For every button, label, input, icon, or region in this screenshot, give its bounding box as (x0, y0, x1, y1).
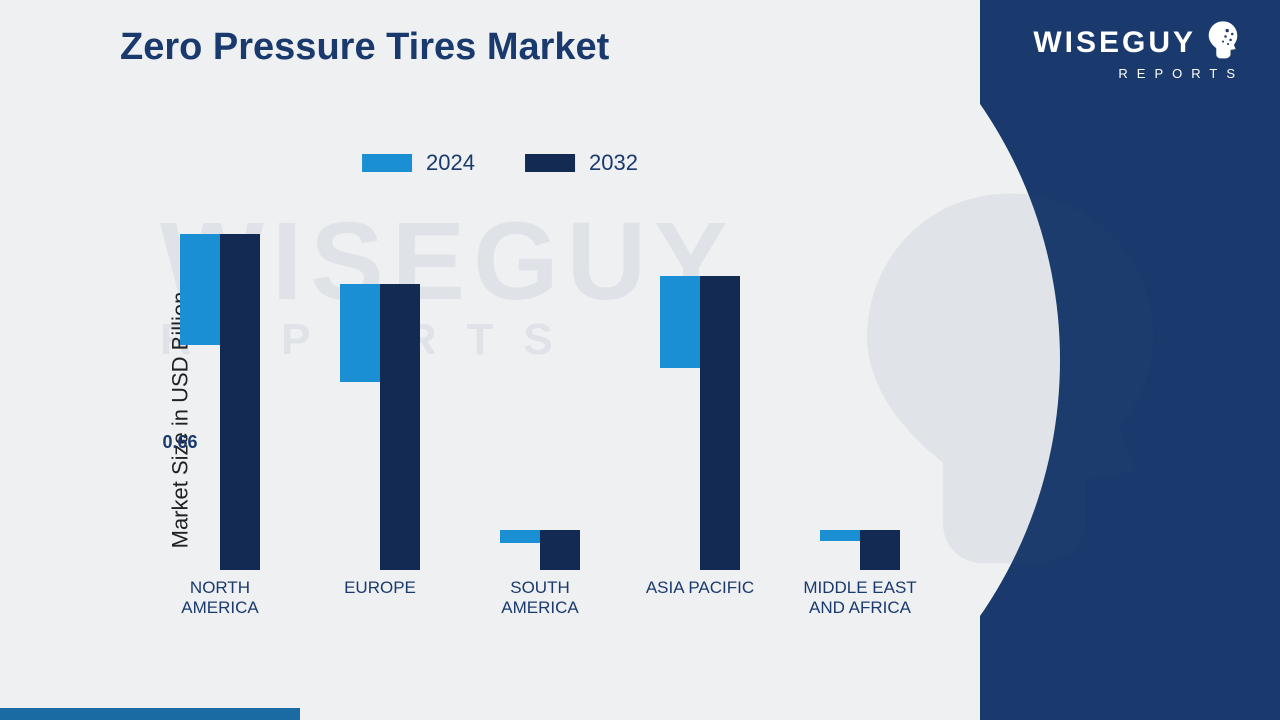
bar (660, 276, 700, 369)
category-label: EUROPE (310, 578, 450, 598)
legend-label-2032: 2032 (589, 150, 638, 176)
legend-swatch-2032 (525, 154, 575, 172)
category-label: ASIA PACIFIC (630, 578, 770, 598)
legend-label-2024: 2024 (426, 150, 475, 176)
category-label: SOUTH AMERICA (470, 578, 610, 619)
brand-name: WISEGUY (1033, 26, 1196, 60)
bar-group: 0.66NORTH AMERICA (160, 234, 280, 570)
bar (820, 530, 860, 542)
chart-title: Zero Pressure Tires Market (120, 26, 609, 69)
bar-group: ASIA PACIFIC (640, 276, 760, 570)
stage: Zero Pressure Tires Market WISEGUY REPOR… (0, 0, 1280, 720)
bar (180, 234, 220, 345)
brand-logo-main: WISEGUY (1004, 18, 1244, 68)
brand-logo: WISEGUY REPORTS (1004, 18, 1244, 81)
head-icon (1202, 18, 1244, 68)
bottom-accent-bar (0, 708, 300, 720)
bar (700, 276, 740, 570)
bar (380, 284, 420, 570)
bar (860, 530, 900, 570)
plot-area: 0.66NORTH AMERICA EUROPE SOUTH AMERICA ASIA… (140, 200, 940, 570)
bar (340, 284, 380, 382)
chart: Market Size in USD Billion 2024 2032 0.6… (40, 150, 960, 690)
category-label: NORTH AMERICA (150, 578, 290, 619)
bar (500, 530, 540, 543)
legend-swatch-2024 (362, 154, 412, 172)
legend-item-2032: 2032 (525, 150, 638, 176)
legend: 2024 2032 (362, 150, 638, 176)
bar-group: MIDDLE EAST AND AFRICA (800, 530, 920, 570)
bar-value-label: 0.66 (162, 432, 197, 453)
brand-sub: REPORTS (1004, 66, 1244, 81)
bar-group: EUROPE (320, 284, 440, 570)
bar (540, 530, 580, 570)
legend-item-2024: 2024 (362, 150, 475, 176)
bar (220, 234, 260, 570)
bar-group: SOUTH AMERICA (480, 530, 600, 570)
category-label: MIDDLE EAST AND AFRICA (790, 578, 930, 619)
